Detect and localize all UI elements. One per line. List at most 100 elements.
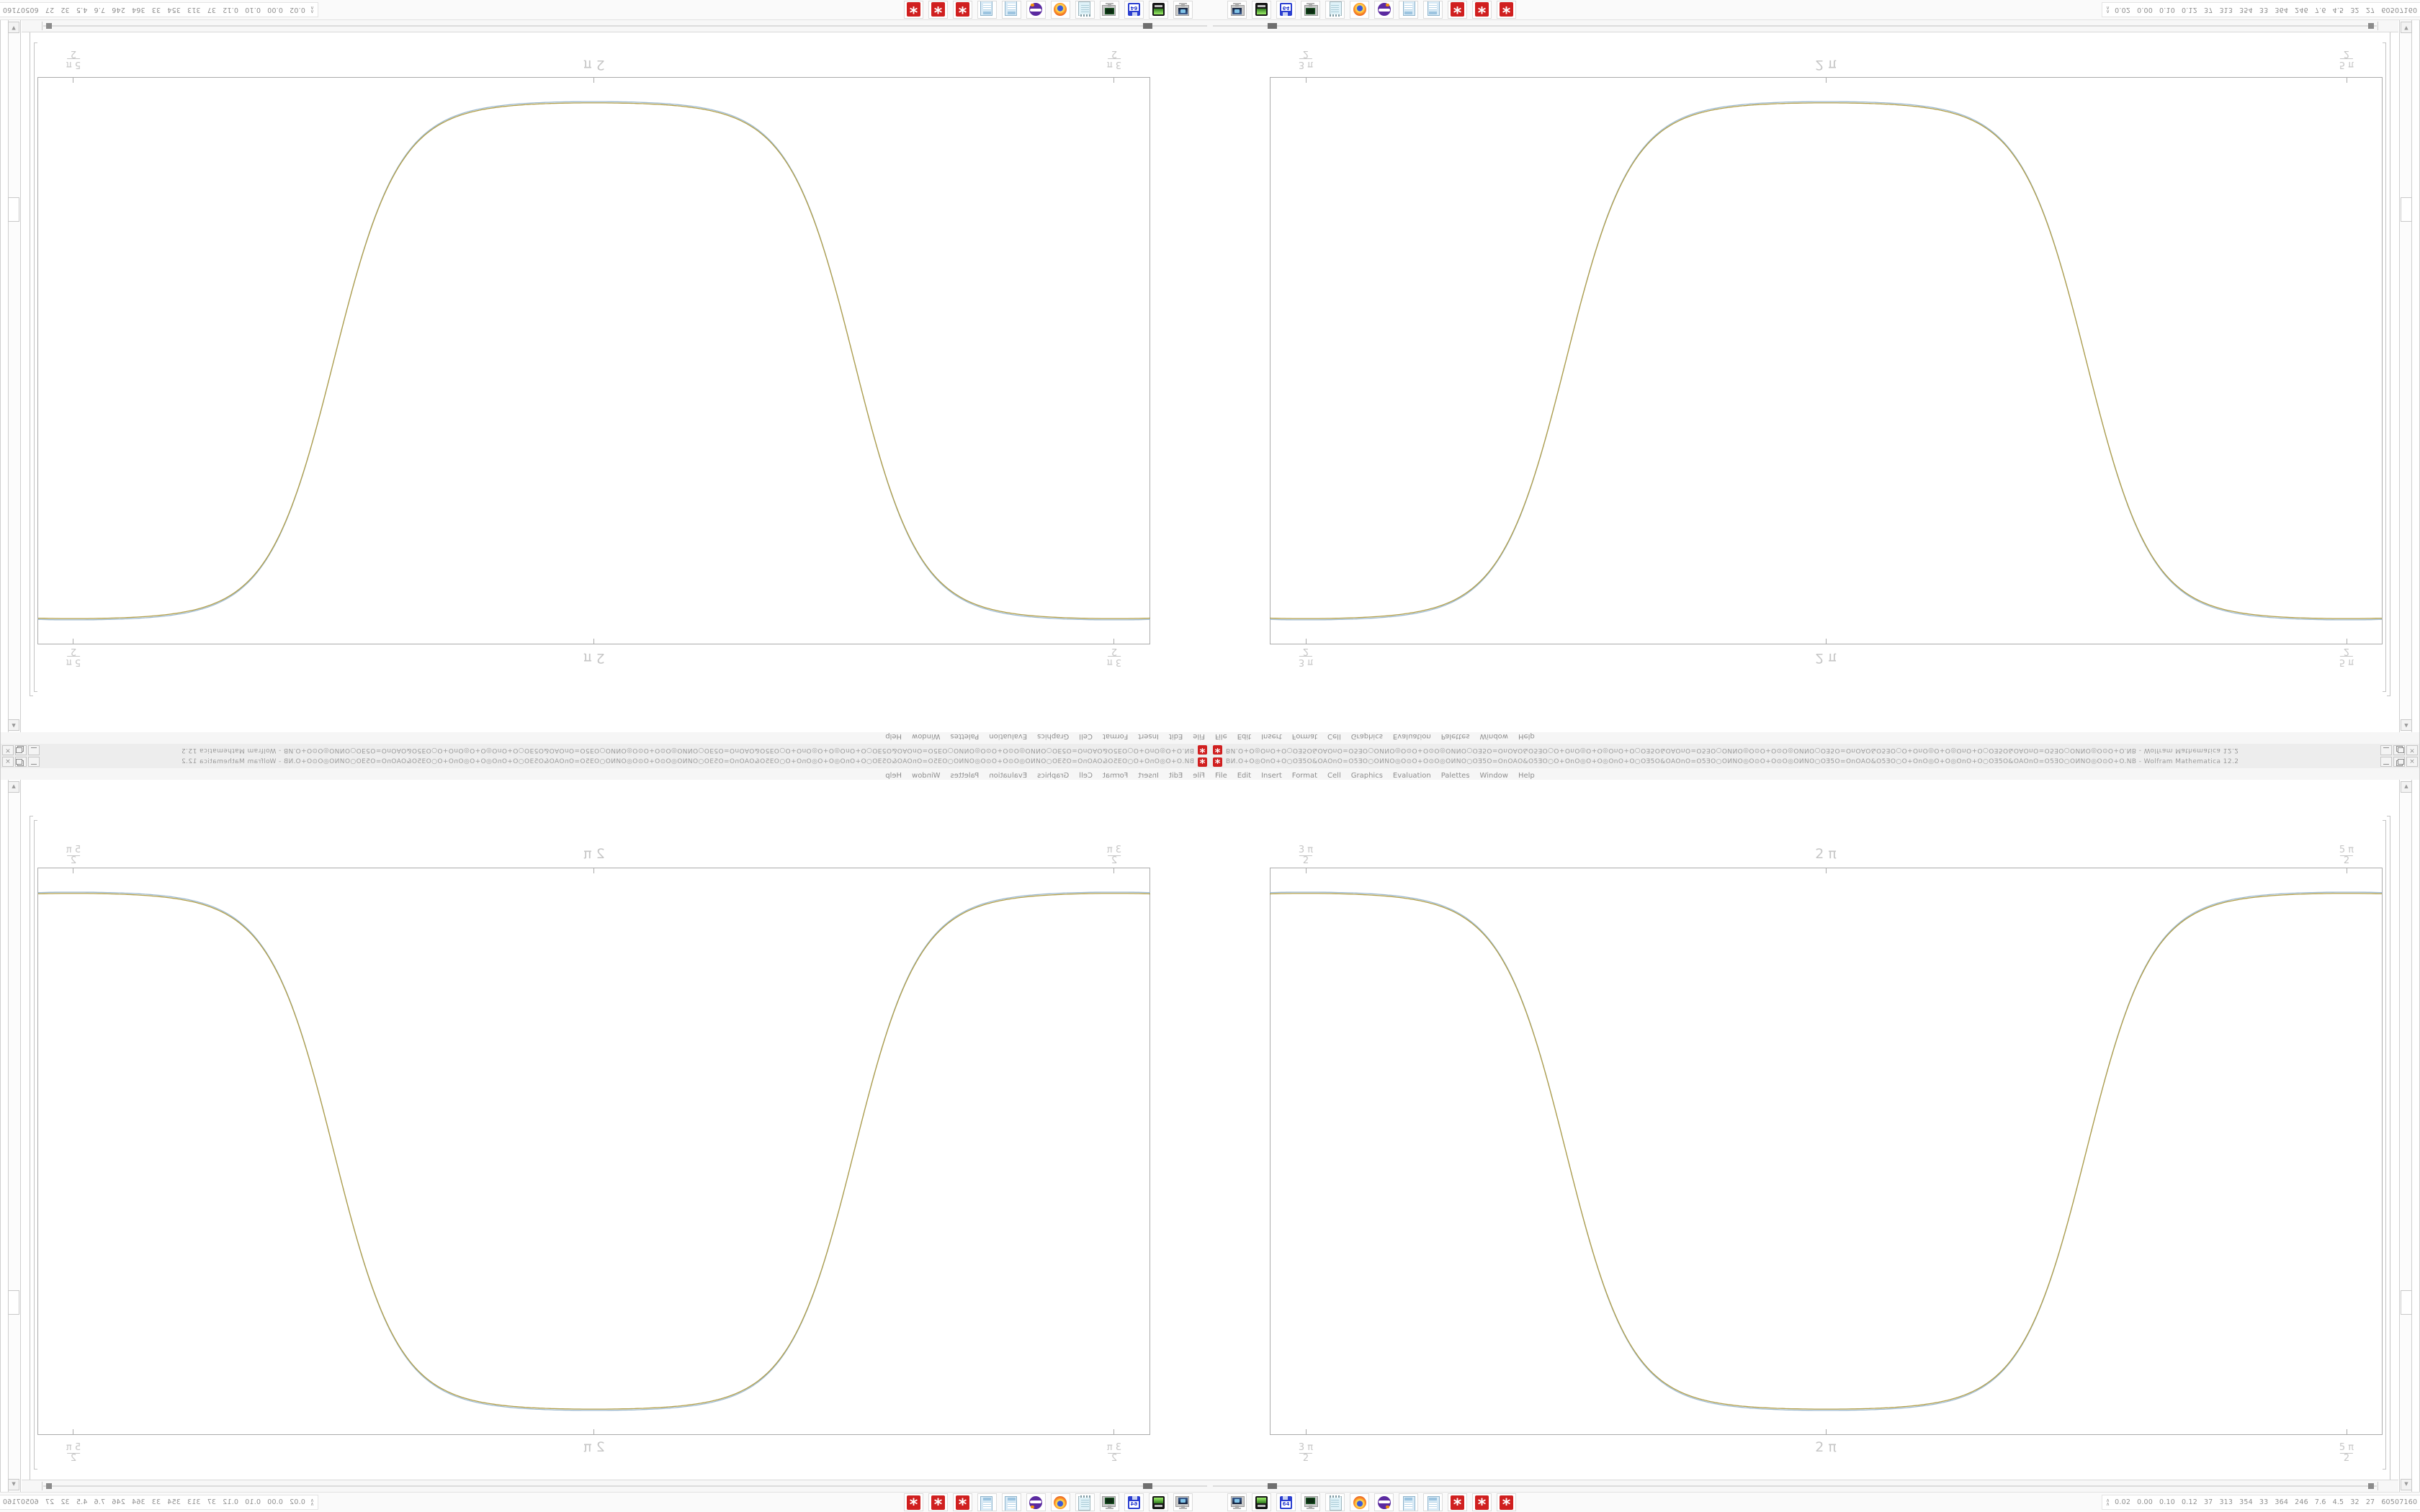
horizontal-scroll-track[interactable]	[1213, 25, 2377, 27]
system-monitor[interactable]: ∧ ∧ 0.02 0.00 0.10 0.12 37 313 354 33 364 246 7.6 4…	[2102, 1495, 2420, 1510]
cell-bracket-inner[interactable]	[34, 820, 37, 1470]
taskbar-icon-floppy-64[interactable]: 64	[1276, 1493, 1296, 1511]
taskbar-icon-mathematica-3[interactable]: *	[1497, 1493, 1516, 1511]
cell-bracket-outer[interactable]	[30, 32, 33, 696]
taskbar-icon-notepad[interactable]	[1325, 1, 1345, 19]
maximize-button[interactable]	[2393, 757, 2405, 767]
horizontal-scroll-thumb[interactable]	[1143, 23, 1152, 29]
taskbar-icon-floppy-64[interactable]: 64	[1124, 1493, 1144, 1511]
system-monitor[interactable]: ∧ ∧ 0.02 0.00 0.10 0.12 37 313 354 33 364 246 7.6 4…	[2102, 2, 2420, 17]
taskbar-icon-green-drive[interactable]	[1149, 1, 1168, 19]
taskbar-icon-terminal-monitor[interactable]	[1100, 1, 1119, 19]
scroll-up-icon[interactable]: ▲	[2401, 781, 2412, 793]
menu-item-file[interactable]: File	[1215, 772, 1227, 780]
taskbar-icon-green-drive[interactable]	[1149, 1493, 1168, 1511]
taskbar-icon-mathematica-2[interactable]: *	[1472, 1493, 1492, 1511]
vertical-scrollbar[interactable]: ▲ ▼	[8, 20, 21, 732]
taskbar-icon-monitor-settings[interactable]	[1227, 1, 1247, 19]
taskbar-icon-mathematica-2[interactable]: *	[928, 1493, 948, 1511]
taskbar-icon-green-drive[interactable]	[1252, 1493, 1271, 1511]
cell-bracket-inner[interactable]	[2383, 42, 2386, 692]
taskbar-icon-terminal-monitor[interactable]	[1301, 1, 1320, 19]
horizontal-scroll-track[interactable]	[43, 1485, 1207, 1487]
horizontal-scroll-track[interactable]	[1213, 1485, 2377, 1487]
taskbar-icon-mathematica-1[interactable]: *	[953, 1, 972, 19]
scroll-up-icon[interactable]: ▲	[2401, 719, 2412, 731]
menu-item-edit[interactable]: Edit	[1237, 772, 1252, 780]
menu-item-graphics[interactable]: Graphics	[1350, 772, 1383, 780]
close-button[interactable]: ×	[2, 745, 14, 755]
window-titlebar[interactable]: * BИ.O+O◎OnO+O○OƎ5O&OAOnO=O5ƎO○OИNO◎O⊙O+…	[1, 756, 1210, 769]
taskbar-icon-mathematica-3[interactable]: *	[904, 1, 923, 19]
system-monitor[interactable]: ∧ ∧ 0.02 0.00 0.10 0.12 37 313 354 33 364 246 7.6 4…	[0, 1495, 318, 1510]
maximize-button[interactable]	[15, 757, 27, 767]
window-titlebar[interactable]: * BИ.O+O◎OnO+O○OƎ5O&OAOnO=O5ƎO○OИNO◎O⊙O+…	[1210, 756, 2419, 769]
maximize-button[interactable]	[2393, 745, 2405, 755]
taskbar-icon-calculator-2[interactable]	[1423, 1, 1443, 19]
horizontal-scroll-end-box[interactable]	[46, 23, 52, 29]
cell-bracket-inner[interactable]	[34, 42, 37, 692]
taskbar-icon-mathematica-1[interactable]: *	[1448, 1493, 1467, 1511]
taskbar-icon-purple-mascot[interactable]	[1374, 1493, 1394, 1511]
menu-item-evaluation[interactable]: Evaluation	[1392, 772, 1431, 780]
taskbar-icon-mathematica-3[interactable]: *	[904, 1493, 923, 1511]
menu-item-palettes[interactable]: Palettes	[1440, 772, 1470, 780]
taskbar-icon-firefox[interactable]	[1350, 1493, 1369, 1511]
taskbar-icon-calculator-2[interactable]	[977, 1493, 997, 1511]
cell-bracket-outer[interactable]	[2387, 32, 2390, 696]
vertical-scrollbar[interactable]: ▲ ▼	[2399, 20, 2412, 732]
cell-bracket-inner[interactable]	[2383, 820, 2386, 1470]
taskbar-icon-purple-mascot[interactable]	[1026, 1493, 1046, 1511]
horizontal-scroll-track[interactable]	[43, 25, 1207, 27]
taskbar-icon-floppy-64[interactable]: 64	[1124, 1, 1144, 19]
scroll-down-icon[interactable]: ▼	[8, 22, 19, 33]
menu-item-window[interactable]: Window	[1479, 772, 1508, 780]
taskbar-icon-mathematica-2[interactable]: *	[1472, 1, 1492, 19]
taskbar-icon-calculator-1[interactable]	[1002, 1, 1021, 19]
minimize-button[interactable]	[28, 757, 40, 767]
taskbar-icon-green-drive[interactable]	[1252, 1, 1271, 19]
system-monitor[interactable]: ∧ ∧ 0.02 0.00 0.10 0.12 37 313 354 33 364 246 7.6 4…	[0, 2, 318, 17]
scroll-up-icon[interactable]: ▲	[8, 781, 19, 793]
horizontal-scroll-end-box[interactable]	[2368, 1483, 2374, 1489]
taskbar-icon-mathematica-1[interactable]: *	[953, 1493, 972, 1511]
taskbar-icon-monitor-settings[interactable]	[1227, 1493, 1247, 1511]
cell-bracket-outer[interactable]	[2387, 816, 2390, 1480]
menu-item-insert[interactable]: Insert	[1261, 772, 1282, 780]
horizontal-scrollbar[interactable]	[1210, 20, 2398, 32]
taskbar-icon-monitor-settings[interactable]	[1173, 1, 1193, 19]
maximize-button[interactable]	[15, 745, 27, 755]
minimize-button[interactable]	[2380, 757, 2392, 767]
vertical-scroll-thumb[interactable]	[2401, 197, 2412, 222]
taskbar-icon-purple-mascot[interactable]	[1026, 1, 1046, 19]
taskbar-icon-mathematica-1[interactable]: *	[1448, 1, 1467, 19]
horizontal-scrollbar[interactable]	[22, 20, 1210, 32]
vertical-scroll-thumb[interactable]	[2401, 1290, 2412, 1315]
vertical-scrollbar[interactable]: ▲ ▼	[8, 780, 21, 1492]
vertical-scroll-thumb[interactable]	[8, 1290, 19, 1315]
horizontal-scroll-thumb[interactable]	[1143, 1483, 1152, 1489]
taskbar-icon-firefox[interactable]	[1051, 1, 1070, 19]
close-button[interactable]: ×	[2406, 757, 2418, 767]
window-titlebar[interactable]: * BИ.O+O◎OnO+O○OƎ5O&OAOnO=O5ƎO○OИNO◎O⊙O+…	[1210, 743, 2419, 756]
taskbar-icon-calculator-1[interactable]	[1399, 1493, 1418, 1511]
close-button[interactable]: ×	[2406, 745, 2418, 755]
menu-item-cell[interactable]: Cell	[1327, 772, 1341, 780]
taskbar-icon-floppy-64[interactable]: 64	[1276, 1, 1296, 19]
horizontal-scroll-end-box[interactable]	[46, 1483, 52, 1489]
window-titlebar[interactable]: * BИ.O+O◎OnO+O○OƎ5O&OAOnO=O5ƎO○OИNO◎O⊙O+…	[1, 743, 1210, 756]
taskbar-icon-calculator-1[interactable]	[1002, 1493, 1021, 1511]
taskbar-icon-mathematica-2[interactable]: *	[928, 1, 948, 19]
scroll-down-icon[interactable]: ▼	[8, 1479, 19, 1490]
taskbar-icon-notepad[interactable]	[1075, 1493, 1095, 1511]
scroll-up-icon[interactable]: ▲	[8, 719, 19, 731]
taskbar-icon-notepad[interactable]	[1325, 1493, 1345, 1511]
taskbar-icon-terminal-monitor[interactable]	[1301, 1493, 1320, 1511]
vertical-scroll-thumb[interactable]	[8, 197, 19, 222]
minimize-button[interactable]	[2380, 745, 2392, 755]
horizontal-scroll-thumb[interactable]	[1268, 23, 1277, 29]
taskbar-icon-terminal-monitor[interactable]	[1100, 1493, 1119, 1511]
taskbar-icon-mathematica-3[interactable]: *	[1497, 1, 1516, 19]
minimize-button[interactable]	[28, 745, 40, 755]
taskbar-icon-calculator-1[interactable]	[1399, 1, 1418, 19]
